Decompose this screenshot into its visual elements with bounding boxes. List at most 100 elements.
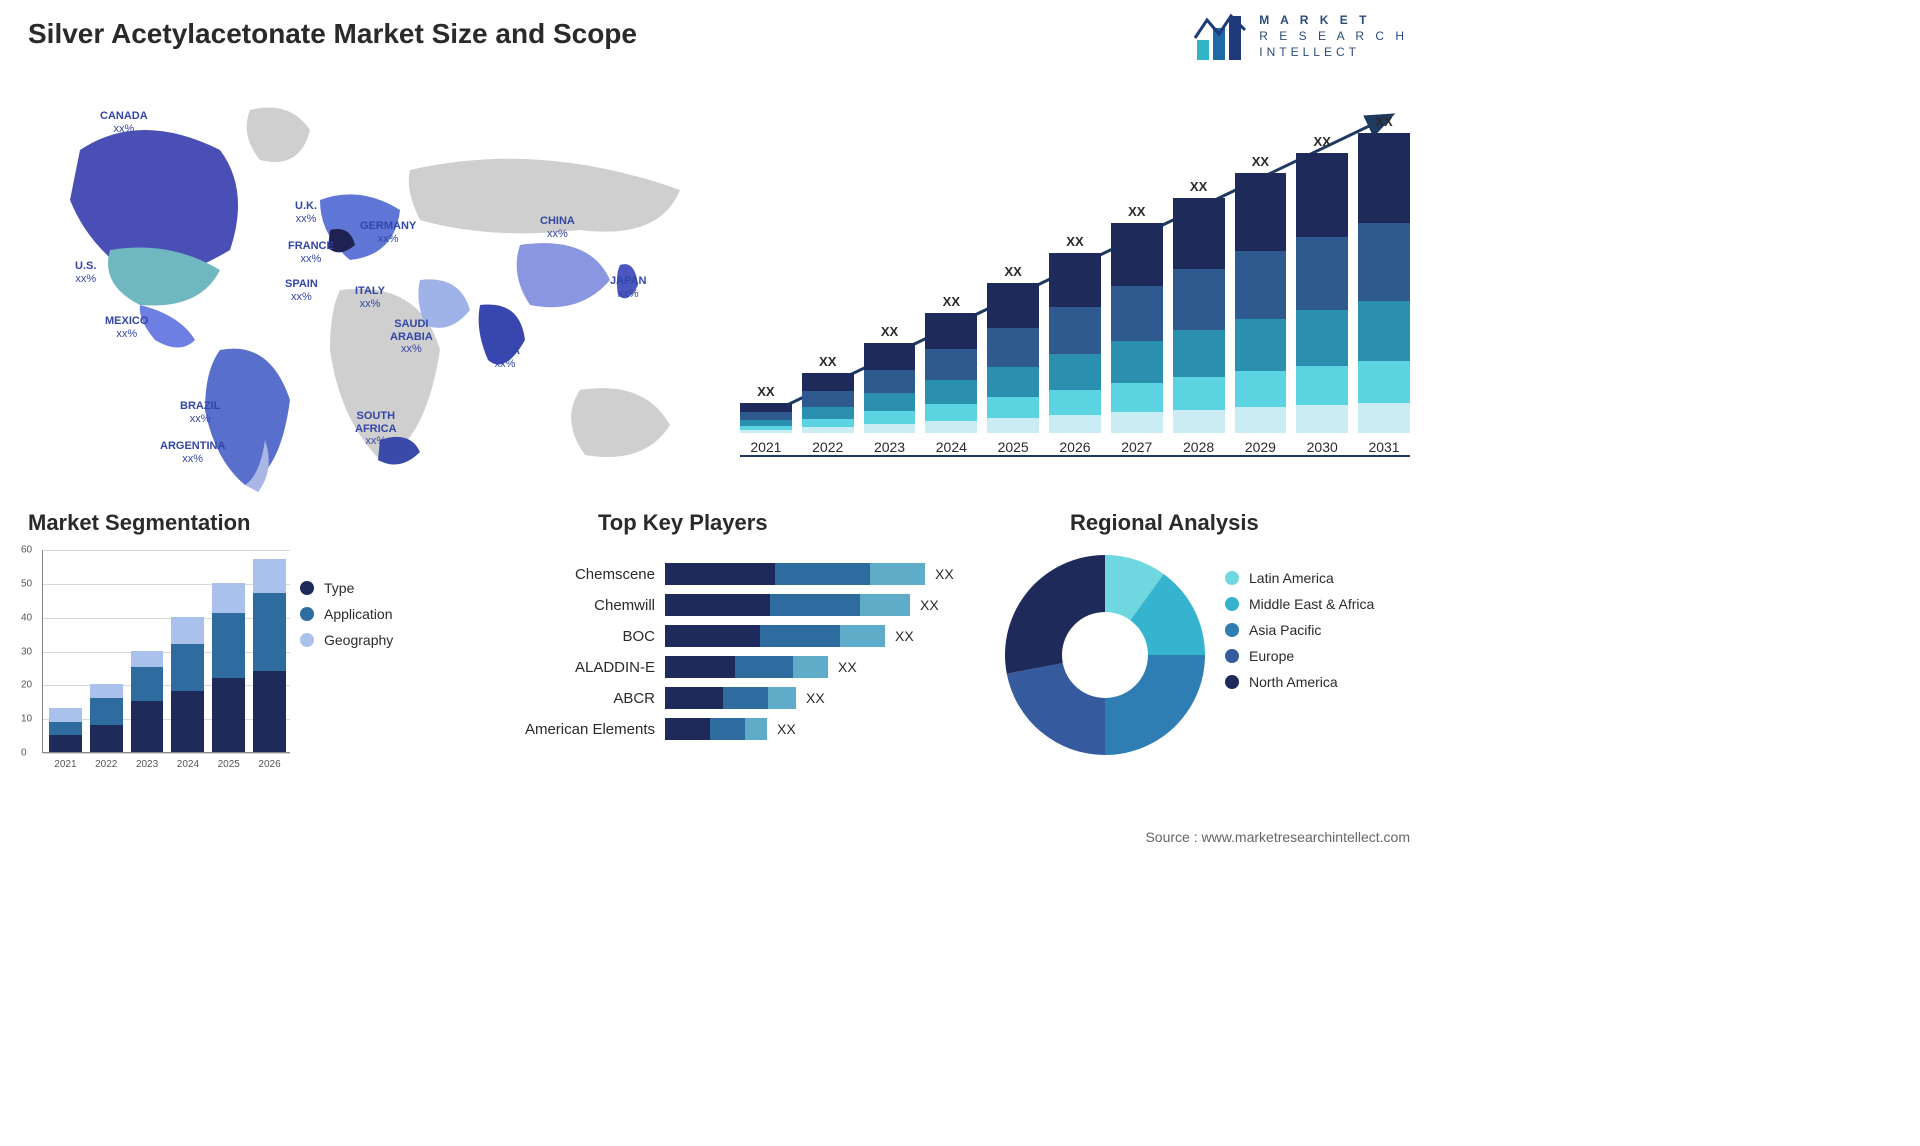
player-row: ALADDIN-E XX xyxy=(505,655,965,679)
growth-seg xyxy=(1111,412,1163,433)
seg-bar-seg xyxy=(90,725,123,752)
growth-seg xyxy=(802,407,854,419)
seg-bar-seg xyxy=(253,671,286,752)
growth-col-2030: XX 2030 xyxy=(1296,134,1348,455)
legend-label: Application xyxy=(324,606,393,622)
growth-value-label: XX xyxy=(1375,114,1392,129)
y-tick: 0 xyxy=(21,748,27,759)
growth-year-label: 2028 xyxy=(1183,439,1214,455)
legend-dot-icon xyxy=(1225,623,1239,637)
seg-col-2025: 2025 xyxy=(212,550,245,752)
map-label-canada: CANADAxx% xyxy=(100,110,148,135)
legend-dot-icon xyxy=(300,581,314,595)
page-title: Silver Acetylacetonate Market Size and S… xyxy=(28,18,637,50)
growth-col-2028: XX 2028 xyxy=(1173,179,1225,455)
seg-bar-seg xyxy=(212,613,245,677)
seg-year-label: 2024 xyxy=(177,759,199,770)
seg-bar-seg xyxy=(171,644,204,691)
player-row: American Elements XX xyxy=(505,717,965,741)
player-seg xyxy=(665,625,760,647)
growth-seg xyxy=(740,430,792,433)
map-label-mexico: MEXICOxx% xyxy=(105,315,148,340)
growth-col-2027: XX 2027 xyxy=(1111,204,1163,455)
growth-seg xyxy=(1049,307,1101,354)
growth-value-label: XX xyxy=(1252,154,1269,169)
seg-bar-seg xyxy=(131,701,164,752)
growth-seg xyxy=(987,418,1039,433)
player-seg xyxy=(735,656,793,678)
growth-year-label: 2031 xyxy=(1368,439,1399,455)
legend-item: Asia Pacific xyxy=(1225,622,1374,638)
player-seg xyxy=(710,718,745,740)
growth-col-2024: XX 2024 xyxy=(925,294,977,455)
growth-seg xyxy=(740,412,792,420)
player-seg xyxy=(665,656,735,678)
growth-seg xyxy=(1111,341,1163,383)
growth-seg xyxy=(1358,133,1410,223)
player-seg xyxy=(840,625,885,647)
growth-seg xyxy=(802,373,854,391)
map-label-saudiarabia: SAUDIARABIAxx% xyxy=(390,318,433,356)
x-axis xyxy=(740,455,1410,457)
growth-seg xyxy=(1049,390,1101,415)
seg-bar-seg xyxy=(171,691,204,752)
player-label: BOC xyxy=(505,628,665,645)
growth-value-label: XX xyxy=(1128,204,1145,219)
gridline xyxy=(43,753,290,754)
player-value: XX xyxy=(806,690,825,706)
player-row: BOC XX xyxy=(505,624,965,648)
growth-seg xyxy=(1235,371,1287,407)
growth-year-label: 2021 xyxy=(750,439,781,455)
player-label: Chemscene xyxy=(505,566,665,583)
growth-value-label: XX xyxy=(881,324,898,339)
player-row: ABCR XX xyxy=(505,686,965,710)
seg-col-2021: 2021 xyxy=(49,550,82,752)
player-seg xyxy=(775,563,870,585)
growth-col-2021: XX 2021 xyxy=(740,384,792,455)
seg-bar-seg xyxy=(212,678,245,752)
y-tick: 40 xyxy=(21,612,32,623)
growth-year-label: 2026 xyxy=(1059,439,1090,455)
growth-seg xyxy=(1173,330,1225,377)
seg-year-label: 2021 xyxy=(54,759,76,770)
growth-year-label: 2022 xyxy=(812,439,843,455)
legend-item: Latin America xyxy=(1225,570,1374,586)
growth-col-2026: XX 2026 xyxy=(1049,234,1101,455)
seg-bar-seg xyxy=(49,722,82,736)
growth-seg xyxy=(925,380,977,404)
seg-year-label: 2026 xyxy=(258,759,280,770)
regional-legend: Latin America Middle East & Africa Asia … xyxy=(1225,560,1374,700)
seg-bar-seg xyxy=(90,684,123,698)
growth-seg xyxy=(1235,319,1287,371)
map-label-italy: ITALYxx% xyxy=(355,285,385,310)
legend-dot-icon xyxy=(1225,571,1239,585)
growth-year-label: 2029 xyxy=(1245,439,1276,455)
growth-col-2022: XX 2022 xyxy=(802,354,854,455)
growth-seg xyxy=(740,403,792,412)
growth-seg xyxy=(987,397,1039,418)
player-seg xyxy=(665,563,775,585)
legend-label: Europe xyxy=(1249,648,1294,664)
regional-donut xyxy=(1000,550,1210,760)
seg-year-label: 2023 xyxy=(136,759,158,770)
map-label-us: U.S.xx% xyxy=(75,260,96,285)
map-label-germany: GERMANYxx% xyxy=(360,220,416,245)
growth-seg xyxy=(864,343,916,370)
player-row: Chemwill XX xyxy=(505,593,965,617)
player-row: Chemscene XX xyxy=(505,562,965,586)
growth-seg xyxy=(1358,403,1410,433)
legend-item: Europe xyxy=(1225,648,1374,664)
growth-seg xyxy=(1296,153,1348,237)
growth-seg xyxy=(1358,223,1410,301)
player-label: ABCR xyxy=(505,690,665,707)
growth-seg xyxy=(802,427,854,433)
growth-seg xyxy=(1296,366,1348,405)
growth-seg xyxy=(987,367,1039,397)
seg-bar-seg xyxy=(49,735,82,752)
growth-seg xyxy=(1111,223,1163,286)
growth-seg xyxy=(925,349,977,380)
player-seg xyxy=(770,594,860,616)
growth-year-label: 2030 xyxy=(1307,439,1338,455)
growth-seg xyxy=(1049,415,1101,433)
player-value: XX xyxy=(935,566,954,582)
